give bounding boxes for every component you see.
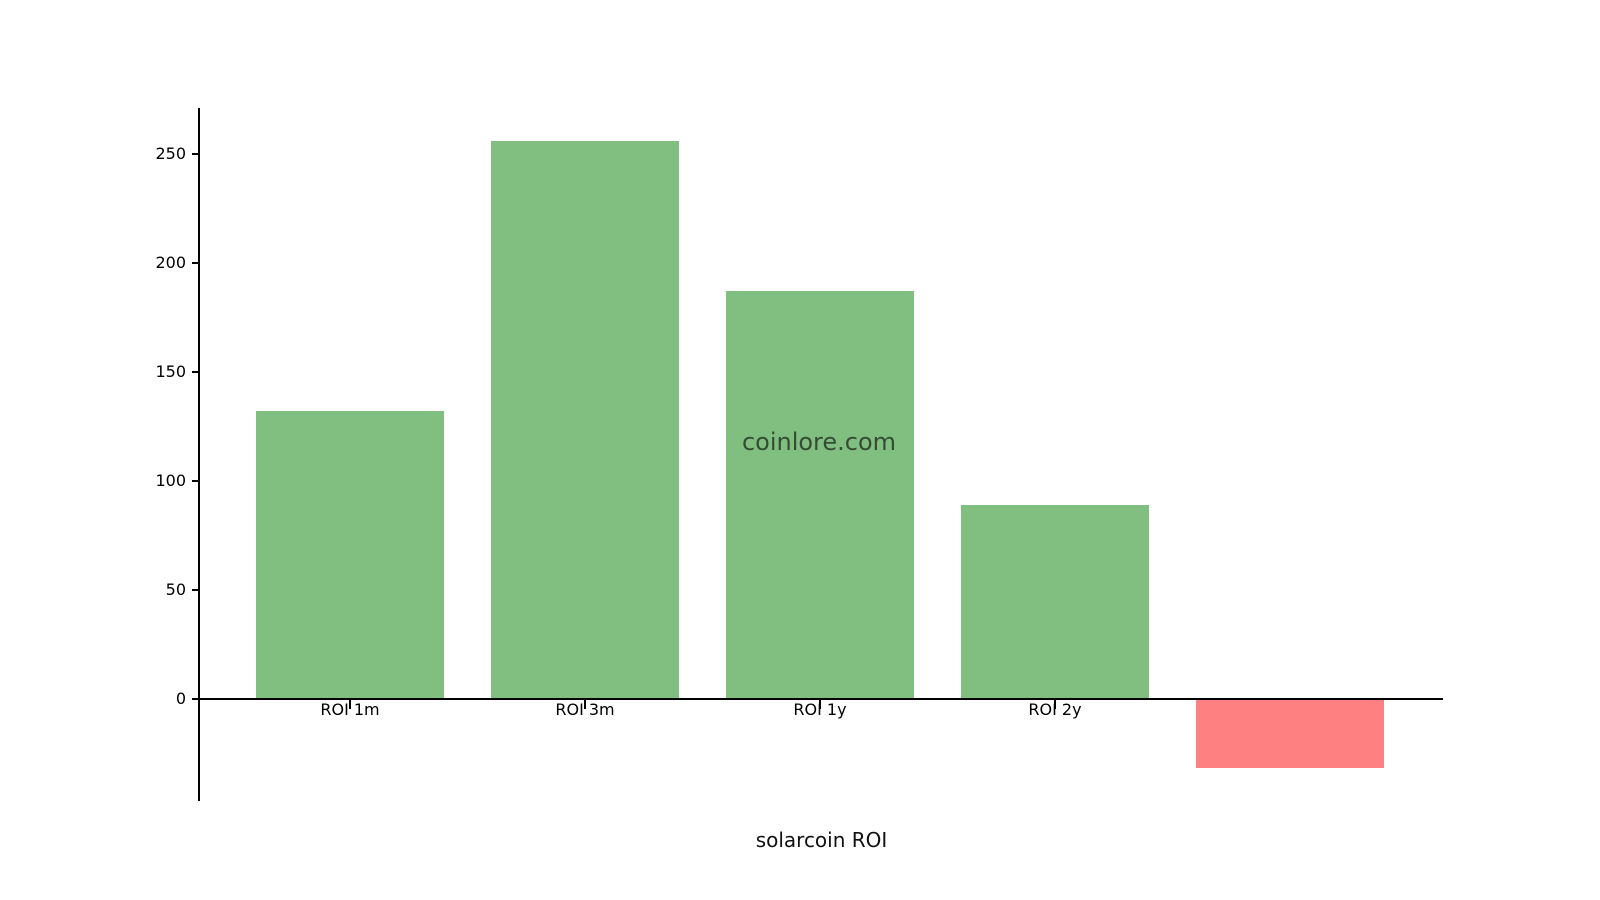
y-tick-label: 200	[155, 252, 186, 272]
y-tick-mark	[192, 588, 198, 591]
x-tick-label-roi-2y: ROI 2y	[1028, 700, 1082, 719]
y-tick-mark	[192, 370, 198, 373]
y-tick-mark	[192, 697, 198, 700]
bar-roi-3m	[491, 140, 679, 699]
x-tick-label-roi-1y: ROI 1y	[793, 700, 847, 719]
x-tick-label-roi-1m: ROI 1m	[320, 700, 380, 719]
y-axis-line	[198, 108, 200, 801]
chart-title: solarcoin ROI	[755, 828, 888, 852]
x-tick-mark	[584, 698, 586, 709]
y-tick-mark	[192, 479, 198, 482]
y-tick-label: 0	[175, 688, 186, 708]
y-tick-label: 50	[165, 579, 186, 599]
x-tick-mark	[349, 698, 351, 709]
x-axis-line	[200, 698, 1443, 700]
bar-negative	[1196, 698, 1384, 769]
y-tick-label: 250	[155, 143, 186, 163]
bar-roi-2y	[961, 504, 1149, 699]
x-tick-mark	[1054, 698, 1056, 709]
bar-roi-1y	[726, 291, 914, 699]
y-tick-label: 100	[155, 470, 186, 490]
x-tick-label-roi-3m: ROI 3m	[555, 700, 615, 719]
watermark-text: coinlore.com	[741, 428, 897, 456]
plot-area: coinlore.com 0 50 100 150 200 250 ROI 1m ROI 3m…	[155, 108, 1443, 801]
x-tick-mark	[819, 698, 821, 709]
bar-roi-1m	[256, 410, 444, 699]
y-tick-label: 150	[155, 361, 186, 381]
y-tick-mark	[192, 152, 198, 155]
y-tick-mark	[192, 261, 198, 264]
